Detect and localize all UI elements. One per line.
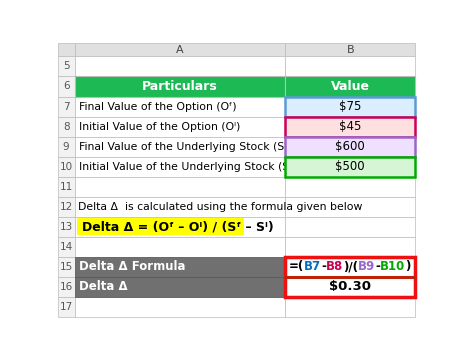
Bar [58, 277, 75, 297]
Bar [285, 116, 415, 137]
Text: Initial Value of the Underlying Stock (Sᴵ): Initial Value of the Underlying Stock (S… [78, 162, 295, 171]
Text: Final Value of the Option (Oᶠ): Final Value of the Option (Oᶠ) [78, 102, 236, 111]
Bar [58, 157, 75, 176]
Bar [75, 176, 285, 197]
Text: 13: 13 [59, 222, 73, 231]
Bar [58, 137, 75, 157]
Bar [58, 217, 75, 237]
Text: -: - [375, 260, 380, 273]
Bar [285, 56, 415, 76]
Bar [75, 277, 285, 297]
Bar [58, 56, 75, 76]
Text: ): ) [406, 260, 411, 273]
Text: 6: 6 [63, 82, 70, 92]
Bar [75, 277, 285, 297]
Bar [285, 157, 415, 176]
Bar [285, 297, 415, 317]
Bar [58, 43, 75, 56]
Text: 15: 15 [59, 262, 73, 272]
Text: -: - [321, 260, 326, 273]
Text: =(: =( [289, 260, 304, 273]
Bar [285, 176, 415, 197]
Bar [75, 157, 285, 176]
Text: Final Value of the Underlying Stock (Sᶠ): Final Value of the Underlying Stock (Sᶠ) [78, 142, 291, 152]
Text: Delta Δ  is calculated using the formula given below: Delta Δ is calculated using the formula … [78, 202, 362, 212]
Bar [75, 257, 285, 277]
Bar [285, 97, 415, 116]
Bar [75, 56, 285, 76]
Bar [58, 176, 75, 197]
Bar [285, 76, 415, 97]
Bar [58, 237, 75, 257]
Text: Initial Value of the Option (Oᴵ): Initial Value of the Option (Oᴵ) [78, 121, 240, 132]
Bar [285, 157, 415, 176]
Bar [75, 297, 285, 317]
Bar [75, 76, 285, 97]
Text: A: A [176, 44, 184, 55]
Text: 17: 17 [59, 302, 73, 312]
Bar [75, 217, 285, 237]
Bar [75, 257, 285, 277]
Text: 7: 7 [63, 102, 70, 111]
Bar [285, 97, 415, 116]
Bar [285, 137, 415, 157]
Bar [285, 116, 415, 137]
Text: Delta Δ: Delta Δ [78, 280, 127, 293]
Text: 16: 16 [59, 282, 73, 292]
Bar [285, 257, 415, 297]
Bar [75, 97, 285, 116]
Bar [285, 43, 415, 56]
Bar [58, 116, 75, 137]
Text: 8: 8 [63, 121, 70, 132]
Text: $500: $500 [335, 160, 365, 173]
Bar [285, 217, 415, 237]
Bar [285, 197, 415, 217]
Text: 11: 11 [59, 182, 73, 192]
Text: 5: 5 [63, 61, 70, 71]
Bar [285, 76, 415, 97]
Text: B8: B8 [326, 260, 343, 273]
Bar [77, 218, 243, 235]
Text: Particulars: Particulars [142, 80, 218, 93]
Bar [75, 43, 285, 56]
Text: Value: Value [331, 80, 370, 93]
Text: 9: 9 [63, 142, 70, 152]
Text: $75: $75 [339, 100, 361, 113]
Text: Delta Δ Formula: Delta Δ Formula [78, 260, 185, 273]
Text: 14: 14 [59, 242, 73, 252]
Bar [58, 297, 75, 317]
Bar [285, 277, 415, 297]
Bar [285, 257, 415, 277]
Bar [58, 76, 75, 97]
Text: B: B [346, 44, 354, 55]
Bar [75, 137, 285, 157]
Text: $600: $600 [335, 140, 365, 153]
Text: $0.30: $0.30 [329, 280, 371, 293]
Text: B7: B7 [304, 260, 321, 273]
Bar [285, 137, 415, 157]
Bar [58, 97, 75, 116]
Text: 12: 12 [59, 202, 73, 212]
Text: $45: $45 [339, 120, 361, 133]
Text: B9: B9 [358, 260, 375, 273]
Bar [285, 237, 415, 257]
Text: Delta Δ = (Oᶠ – Oᴵ) / (Sᶠ – Sᴵ): Delta Δ = (Oᶠ – Oᴵ) / (Sᶠ – Sᴵ) [82, 220, 273, 233]
Text: 10: 10 [59, 162, 73, 171]
Bar [75, 116, 285, 137]
Bar [285, 257, 415, 277]
Bar [58, 197, 75, 217]
Text: )/(: )/( [343, 260, 358, 273]
Bar [75, 76, 285, 97]
Text: B10: B10 [380, 260, 406, 273]
Bar [285, 277, 415, 297]
Bar [75, 197, 285, 217]
Bar [75, 237, 285, 257]
Bar [58, 257, 75, 277]
